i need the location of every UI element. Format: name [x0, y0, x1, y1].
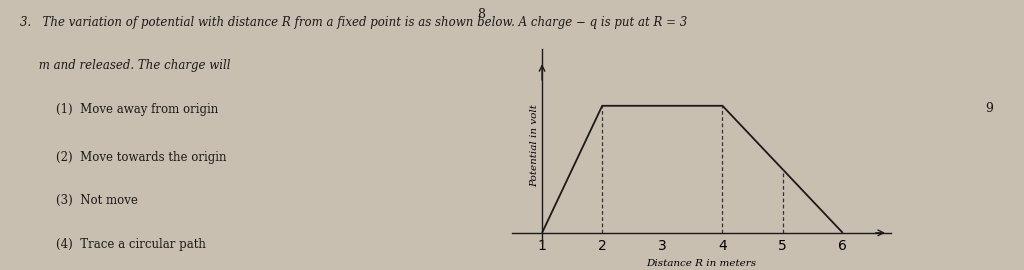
- Text: (2)  Move towards the origin: (2) Move towards the origin: [41, 151, 226, 164]
- Text: 9: 9: [985, 102, 993, 114]
- Text: (1)  Move away from origin: (1) Move away from origin: [41, 103, 218, 116]
- X-axis label: Distance R in meters: Distance R in meters: [646, 259, 757, 268]
- Text: 8: 8: [477, 8, 485, 21]
- Text: (4)  Trace a circular path: (4) Trace a circular path: [41, 238, 206, 251]
- Text: (3)  Not move: (3) Not move: [41, 194, 138, 207]
- Text: 3.   The variation of potential with distance R from a fixed point is as shown b: 3. The variation of potential with dista…: [20, 16, 688, 29]
- Text: m and released. The charge will: m and released. The charge will: [20, 59, 231, 72]
- Y-axis label: Potential in volt: Potential in volt: [530, 104, 540, 187]
